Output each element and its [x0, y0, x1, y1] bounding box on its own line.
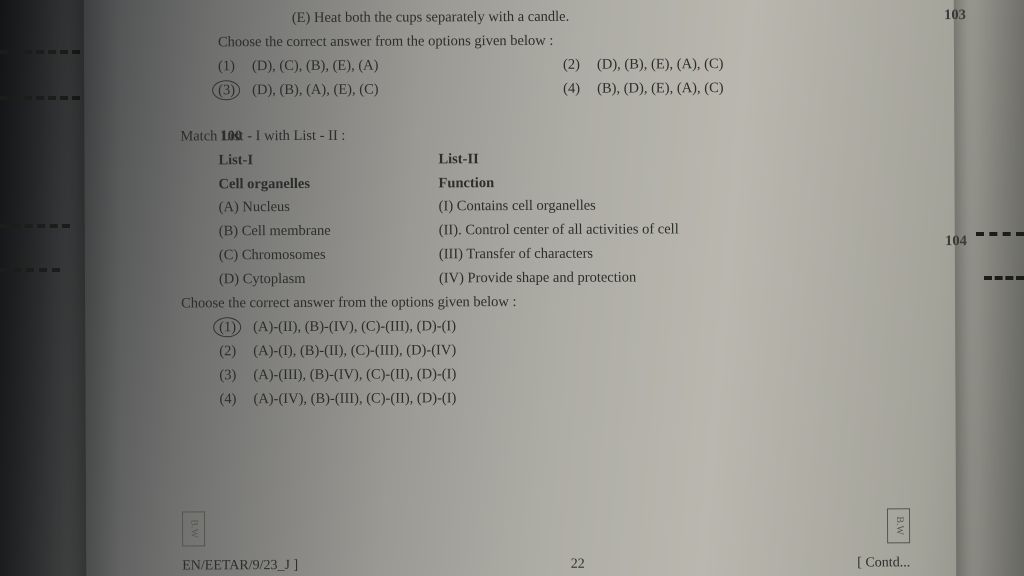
page-content: (E) Heat both the cups separately with a…: [84, 0, 957, 576]
footer-left-group: B.W EN/EETAR/9/23_J ]: [182, 511, 298, 576]
opt-label: (4): [219, 388, 253, 412]
q100-row-c: (C) Chromosomes(III) Transfer of charact…: [219, 242, 909, 269]
page-footer: B.W EN/EETAR/9/23_J ] 22 B.W [ Contd...: [86, 508, 956, 576]
opt-text: (A)-(IV), (B)-(III), (C)-(II), (D)-(I): [253, 390, 456, 407]
opt-label: (3): [219, 364, 253, 388]
spiral-dash: [0, 96, 80, 100]
printer-mark-right: B.W: [887, 509, 910, 544]
q100-subheaders: Cell organelles Function: [218, 170, 908, 197]
spiral-dash: [984, 276, 1024, 280]
pen-circle-annotation: [212, 80, 240, 100]
opt-label: (2): [219, 340, 253, 364]
footer-page-number: 22: [571, 553, 585, 576]
q99-opt-1: (1)(D), (C), (B), (E), (A): [218, 54, 563, 79]
q99-instruction: Choose the correct answer from the optio…: [218, 28, 908, 55]
footer-contd: [ Contd...: [857, 555, 910, 570]
q100-number: 100: [220, 125, 242, 149]
q99-opt-4: (4)(B), (D), (E), (A), (C): [563, 76, 908, 101]
q100-headers: List-I List-II: [218, 146, 908, 173]
opt-label: (1): [218, 55, 252, 79]
opt-text: (B), (D), (E), (A), (C): [597, 80, 724, 97]
exam-page: (E) Heat both the cups separately with a…: [84, 0, 957, 576]
cell: (II). Control center of all activities o…: [439, 219, 679, 244]
spiral-dash: [976, 232, 1024, 236]
photo-background: (E) Heat both the cups separately with a…: [0, 0, 1024, 576]
opt-text: (A)-(III), (B)-(IV), (C)-(II), (D)-(I): [253, 366, 456, 383]
pen-circle-annotation: [213, 317, 241, 337]
opt-label: (4): [563, 77, 597, 101]
q99-opt-3: (3)(D), (B), (A), (E), (C): [218, 78, 563, 103]
opt-text: (D), (C), (B), (E), (A): [252, 57, 379, 74]
footer-paper-code: EN/EETAR/9/23_J ]: [182, 558, 298, 574]
q100-opt-4: (4)(A)-(IV), (B)-(III), (C)-(II), (D)-(I…: [219, 385, 909, 412]
spacer: [180, 100, 908, 125]
q100-row-a: (A) Nucleus(I) Contains cell organelles: [219, 194, 909, 221]
opt-text: (D), (B), (E), (A), (C): [597, 56, 724, 73]
cell: (C) Chromosomes: [219, 244, 439, 269]
q99-opt-2: (2)(D), (B), (E), (A), (C): [563, 52, 908, 77]
q100-opt-1: (1)(A)-(II), (B)-(IV), (C)-(III), (D)-(I…: [219, 313, 909, 340]
subheader-left: Cell organelles: [218, 172, 438, 197]
spiral-dash: [0, 224, 70, 228]
cell: (A) Nucleus: [219, 196, 439, 221]
cell: (III) Transfer of characters: [439, 243, 593, 268]
cell: (I) Contains cell organelles: [439, 195, 596, 220]
header-list2: List-II: [438, 148, 478, 172]
opt-text: (A)-(I), (B)-(II), (C)-(III), (D)-(IV): [253, 342, 456, 359]
margin-number-104: 104: [945, 230, 967, 254]
opt-text: (A)-(II), (B)-(IV), (C)-(III), (D)-(I): [253, 318, 456, 335]
subheader-right: Function: [438, 172, 494, 196]
cell: (IV) Provide shape and protection: [439, 267, 636, 292]
cell: (B) Cell membrane: [219, 220, 439, 245]
printer-mark-left: B.W: [182, 512, 205, 547]
q100-row-d: (D) Cytoplasm(IV) Provide shape and prot…: [219, 266, 909, 293]
q100-row-b: (B) Cell membrane(II). Control center of…: [219, 218, 909, 245]
margin-number-103: 103: [944, 4, 966, 28]
q100-stem: Match List - I with List - II :: [180, 127, 345, 144]
q100-instruction: Choose the correct answer from the optio…: [181, 289, 909, 316]
cell: (D) Cytoplasm: [219, 268, 439, 293]
spiral-dash: [0, 268, 60, 272]
vignette-right: [954, 0, 1024, 576]
footer-right-group: B.W [ Contd...: [857, 509, 910, 575]
q100-opt-2: (2)(A)-(I), (B)-(II), (C)-(III), (D)-(IV…: [219, 337, 909, 364]
q99-last-step: (E) Heat both the cups separately with a…: [292, 4, 908, 31]
header-list1: List-I: [218, 148, 438, 173]
opt-text: (D), (B), (A), (E), (C): [252, 81, 379, 98]
q99-options-row2: (3)(D), (B), (A), (E), (C) (4)(B), (D), …: [218, 76, 908, 103]
q100-stem-row: 100 Match List - I with List - II :: [180, 122, 908, 149]
q99-options-row1: (1)(D), (C), (B), (E), (A) (2)(D), (B), …: [218, 52, 908, 79]
q100-opt-3: (3)(A)-(III), (B)-(IV), (C)-(II), (D)-(I…: [219, 361, 909, 388]
opt-label: (2): [563, 54, 597, 78]
spiral-dash: [0, 50, 80, 54]
